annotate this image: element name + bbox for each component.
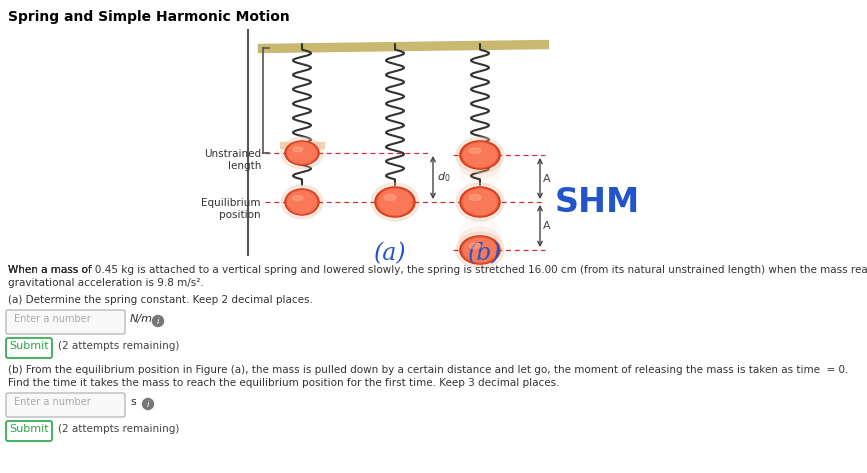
Ellipse shape — [288, 143, 316, 163]
Ellipse shape — [285, 141, 319, 165]
Text: When a mass of: When a mass of — [8, 265, 95, 275]
Text: A: A — [543, 221, 551, 231]
FancyBboxPatch shape — [6, 393, 125, 417]
Ellipse shape — [281, 137, 323, 169]
Text: i: i — [157, 316, 160, 325]
Ellipse shape — [460, 236, 499, 263]
Text: (2 attempts remaining): (2 attempts remaining) — [58, 341, 179, 351]
Ellipse shape — [469, 148, 481, 154]
Ellipse shape — [462, 189, 498, 215]
Text: Unstrained
length: Unstrained length — [204, 149, 261, 171]
Text: Enter a number: Enter a number — [14, 397, 91, 407]
Text: SHM: SHM — [555, 185, 640, 219]
Circle shape — [142, 398, 153, 410]
Ellipse shape — [459, 148, 501, 178]
Ellipse shape — [460, 236, 500, 264]
Ellipse shape — [461, 237, 499, 263]
Ellipse shape — [460, 141, 499, 168]
Ellipse shape — [459, 227, 501, 257]
Text: i: i — [147, 400, 149, 409]
Ellipse shape — [469, 243, 481, 249]
Ellipse shape — [469, 194, 481, 201]
Ellipse shape — [286, 141, 318, 165]
Ellipse shape — [375, 188, 414, 217]
Ellipse shape — [281, 185, 323, 219]
Text: A: A — [543, 174, 551, 184]
Ellipse shape — [456, 137, 504, 173]
Text: When a mass of: When a mass of — [8, 265, 95, 275]
Ellipse shape — [459, 140, 501, 170]
Ellipse shape — [376, 188, 414, 216]
Ellipse shape — [377, 189, 413, 215]
Text: Submit: Submit — [10, 424, 49, 434]
Text: gravitational acceleration is 9.8 m/s².: gravitational acceleration is 9.8 m/s². — [8, 278, 204, 288]
Text: When a mass of 0.45 kg is attached to a vertical spring and lowered slowly, the : When a mass of 0.45 kg is attached to a … — [8, 265, 867, 275]
FancyBboxPatch shape — [6, 421, 52, 441]
Ellipse shape — [286, 190, 318, 214]
Ellipse shape — [456, 232, 504, 268]
Ellipse shape — [288, 191, 316, 213]
Ellipse shape — [286, 142, 317, 164]
Text: N/m: N/m — [130, 314, 153, 324]
Ellipse shape — [375, 187, 415, 217]
Ellipse shape — [460, 188, 499, 217]
Text: (a) Determine the spring constant. Keep 2 decimal places.: (a) Determine the spring constant. Keep … — [8, 295, 313, 305]
FancyBboxPatch shape — [6, 310, 125, 334]
Ellipse shape — [460, 141, 500, 169]
Ellipse shape — [463, 238, 497, 262]
Ellipse shape — [287, 191, 317, 213]
Ellipse shape — [384, 194, 396, 201]
Ellipse shape — [456, 183, 504, 221]
Ellipse shape — [459, 235, 501, 265]
Text: Equilibrium
position: Equilibrium position — [201, 198, 261, 220]
Text: (b): (b) — [468, 242, 502, 265]
Ellipse shape — [293, 147, 303, 152]
Ellipse shape — [462, 237, 498, 263]
Text: Enter a number: Enter a number — [14, 314, 91, 324]
Text: $d_0$: $d_0$ — [437, 171, 451, 184]
Ellipse shape — [461, 142, 499, 168]
Text: Find the time it takes the mass to reach the equilibrium position for the first : Find the time it takes the mass to reach… — [8, 378, 559, 388]
Ellipse shape — [287, 142, 317, 164]
Ellipse shape — [463, 143, 497, 167]
Ellipse shape — [286, 190, 317, 214]
Ellipse shape — [461, 188, 499, 216]
Ellipse shape — [285, 189, 319, 215]
FancyBboxPatch shape — [6, 338, 52, 358]
Text: Spring and Simple Harmonic Motion: Spring and Simple Harmonic Motion — [8, 10, 290, 24]
Ellipse shape — [293, 195, 303, 201]
Ellipse shape — [378, 189, 412, 215]
Circle shape — [153, 315, 164, 326]
Ellipse shape — [371, 183, 419, 221]
Text: Submit: Submit — [10, 341, 49, 351]
Ellipse shape — [462, 143, 498, 167]
Text: s: s — [130, 397, 136, 407]
Ellipse shape — [463, 189, 497, 215]
Ellipse shape — [460, 187, 500, 217]
Text: (b) From the equilibrium position in Figure (a), the mass is pulled down by a ce: (b) From the equilibrium position in Fig… — [8, 365, 849, 375]
Text: (a): (a) — [374, 242, 407, 265]
Text: (2 attempts remaining): (2 attempts remaining) — [58, 424, 179, 434]
